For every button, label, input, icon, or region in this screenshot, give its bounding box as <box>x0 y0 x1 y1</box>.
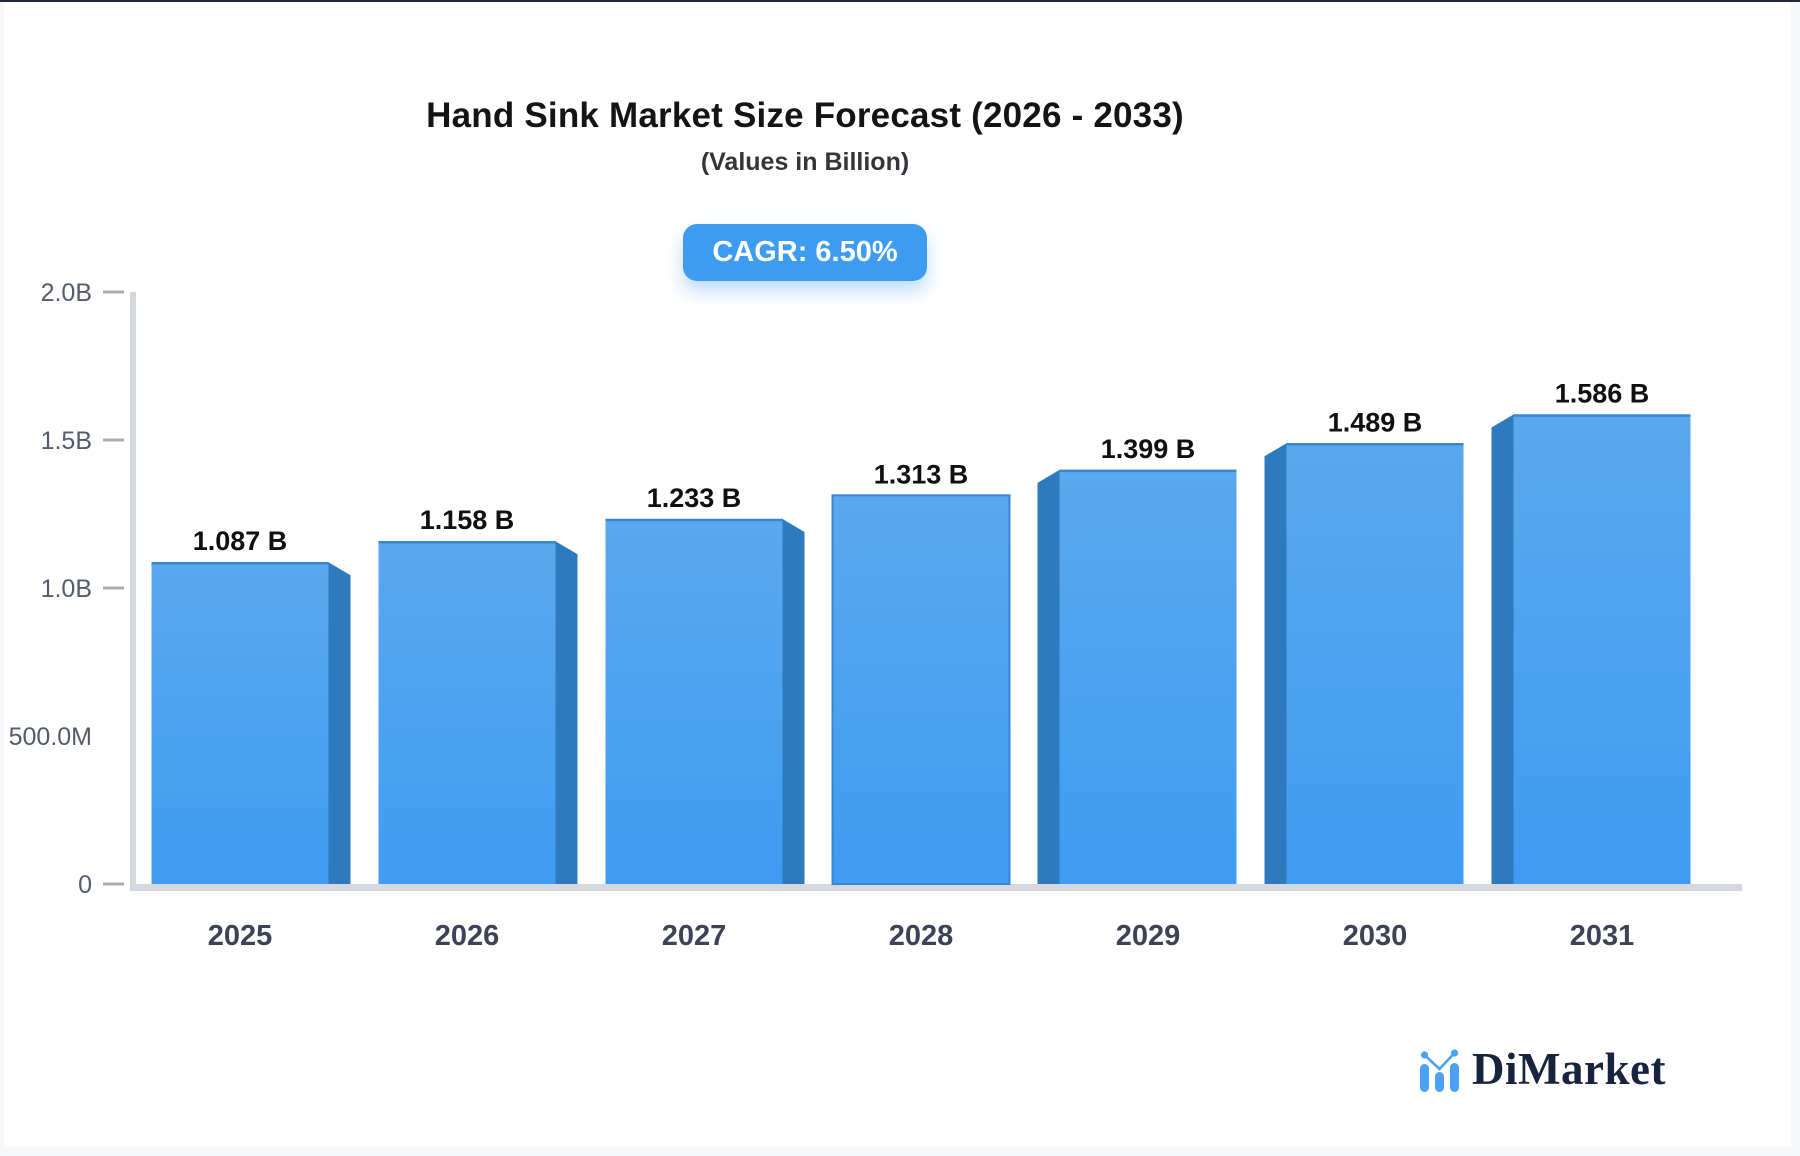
y-tick-label: 1.0B <box>41 575 92 603</box>
bar-front-face <box>151 562 329 884</box>
y-axis-line <box>130 292 136 890</box>
x-tick-label: 2031 <box>1570 920 1635 952</box>
x-tick-label: 2028 <box>889 920 954 952</box>
chart-title: Hand Sink Market Size Forecast (2026 - 2… <box>426 96 1184 135</box>
bar-side-face <box>555 541 578 884</box>
bar-value-label: 1.313 B <box>874 459 969 489</box>
bar-2030[interactable] <box>1264 443 1464 884</box>
bar-value-label: 1.399 B <box>1101 434 1196 464</box>
bar-2029[interactable] <box>1037 469 1237 884</box>
y-tick-label: 2.0B <box>41 279 92 307</box>
bar-value-label: 1.158 B <box>420 505 515 535</box>
bar-2025[interactable] <box>151 561 351 884</box>
dimarket-logo-icon <box>1420 1049 1459 1092</box>
y-tick-label: 1.5B <box>41 427 92 455</box>
x-tick-label: 2029 <box>1116 920 1181 952</box>
bar-2027[interactable] <box>605 518 805 884</box>
x-tick-label: 2030 <box>1343 920 1408 952</box>
bar-side-face <box>1037 469 1060 884</box>
bar-side-face <box>328 562 351 884</box>
chart-canvas: 2.0B 1.5B 1.0B 500.0M 0 1.087 B 2025 1.158 B 202… <box>9 279 1742 952</box>
bar-front-face <box>831 494 1011 885</box>
brand-name: DiMarket <box>1472 1044 1666 1094</box>
bar-value-label: 1.087 B <box>193 526 288 556</box>
x-tick-label: 2027 <box>662 920 727 952</box>
page-right-margin <box>1791 2 1800 1156</box>
bar-2026[interactable] <box>378 540 578 884</box>
bar-2028[interactable] <box>831 494 1011 885</box>
x-axis-line <box>130 884 1742 891</box>
bar-front-face <box>605 519 783 884</box>
cagr-badge: CAGR: 6.50% <box>683 224 927 281</box>
bar-value-label: 1.489 B <box>1328 407 1423 437</box>
bar-2031[interactable] <box>1491 414 1691 884</box>
window-top-border <box>0 0 1800 2</box>
bar-side-face <box>782 519 805 884</box>
bar-front-face <box>378 541 556 884</box>
x-tick-label: 2026 <box>435 920 500 952</box>
bar-value-label: 1.233 B <box>647 483 742 513</box>
bar-front-face <box>1513 414 1691 884</box>
page-bottom-margin <box>0 1147 1800 1156</box>
bar-front-face <box>1059 469 1237 884</box>
page-left-margin <box>0 2 4 1156</box>
bar-value-label: 1.586 B <box>1555 379 1650 409</box>
y-tick-label: 0 <box>78 871 92 899</box>
y-tick-label: 500.0M <box>9 723 92 751</box>
brand-logo: DiMarket <box>1420 1040 1666 1092</box>
bar-side-face <box>1491 414 1514 884</box>
bar-front-face <box>1286 443 1464 884</box>
bar-side-face <box>1264 443 1287 884</box>
x-tick-label: 2025 <box>208 920 273 952</box>
chart-subtitle: (Values in Billion) <box>700 148 910 176</box>
